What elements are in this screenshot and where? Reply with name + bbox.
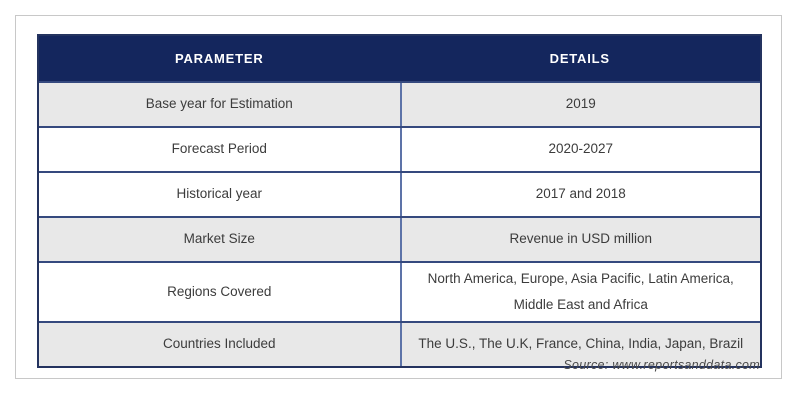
table-row: Countries Included The U.S., The U.K, Fr… xyxy=(39,321,760,366)
table-row: Market Size Revenue in USD million xyxy=(39,216,760,261)
parameter-cell: Market Size xyxy=(183,231,255,247)
parameter-cell: Forecast Period xyxy=(171,141,267,157)
content-card: PARAMETER DETAILS Base year for Estimati… xyxy=(15,15,782,379)
details-cell: North America, Europe, Asia Pacific, Lat… xyxy=(399,263,761,321)
table-header-row: PARAMETER DETAILS xyxy=(39,36,760,81)
table-row: Forecast Period 2020-2027 xyxy=(39,126,760,171)
details-cell: 2020-2027 xyxy=(399,128,761,171)
details-cell: Revenue in USD million xyxy=(399,218,761,261)
table-row: Base year for Estimation 2019 xyxy=(39,81,760,126)
details-cell: 2017 and 2018 xyxy=(399,173,761,216)
parameter-cell: Regions Covered xyxy=(167,283,272,299)
details-cell: 2019 xyxy=(399,83,761,126)
parameter-cell: Base year for Estimation xyxy=(145,96,293,112)
table-row: Historical year 2017 and 2018 xyxy=(39,171,760,216)
parameters-table: PARAMETER DETAILS Base year for Estimati… xyxy=(37,34,762,368)
source-attribution: Source: www.reportsanddata.com xyxy=(563,358,760,372)
table-row: Regions Covered North America, Europe, A… xyxy=(39,261,760,321)
column-header-details: DETAILS xyxy=(549,51,610,66)
parameter-cell: Countries Included xyxy=(162,336,276,352)
parameter-cell: Historical year xyxy=(176,186,263,202)
details-cell: The U.S., The U.K, France, China, India,… xyxy=(399,323,761,366)
column-header-parameter: PARAMETER xyxy=(174,51,264,66)
